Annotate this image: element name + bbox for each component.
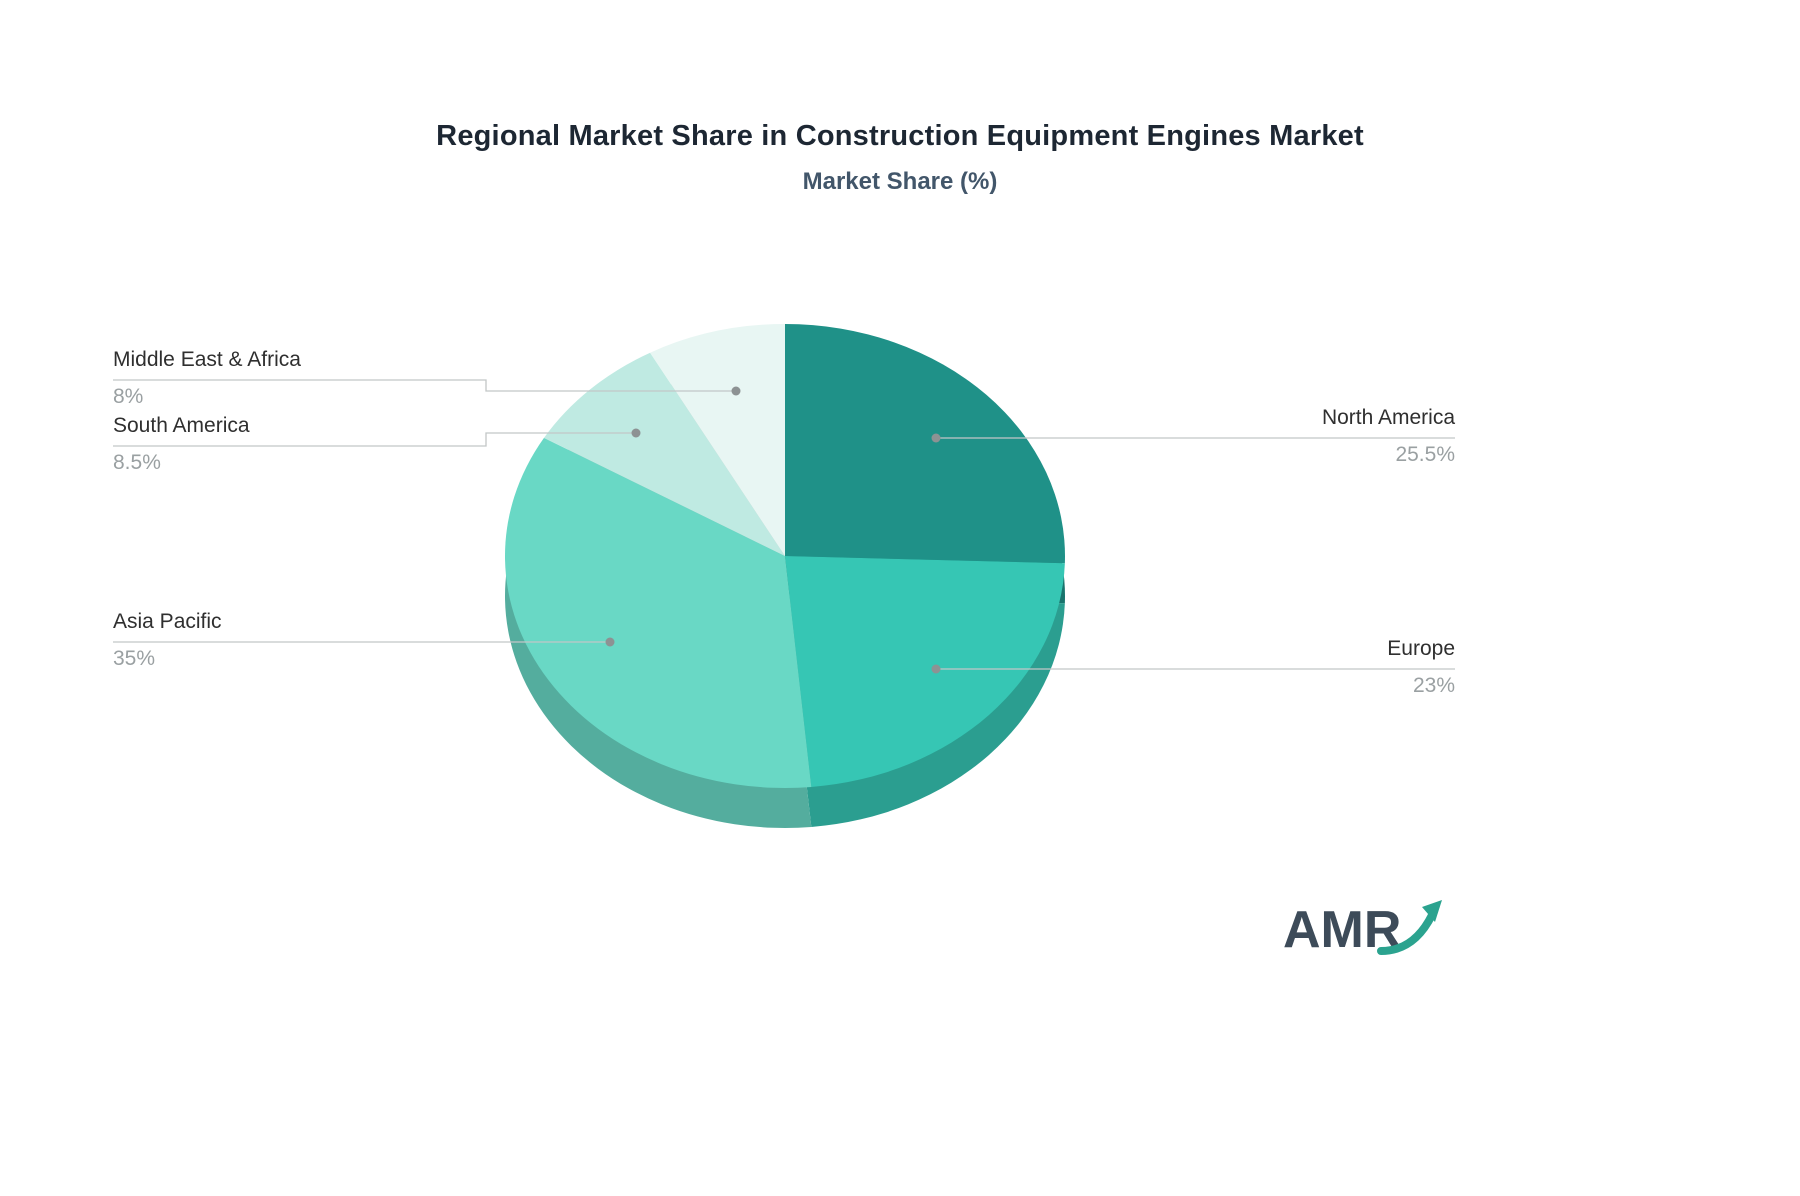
leader-dot-north-america [931, 433, 941, 443]
leader-dot-europe [931, 664, 941, 674]
leader-line-south-america [113, 432, 636, 447]
slice-label-north-america: North America [1321, 406, 1455, 429]
slice-value-north-america: 25.5% [1395, 443, 1455, 466]
slice-label-asia-pacific: Asia Pacific [113, 610, 222, 633]
slice-value-asia-pacific: 35% [113, 647, 156, 670]
slice-value-south-america: 8.5% [113, 451, 161, 474]
slice-label-south-america: South America [113, 414, 250, 437]
pie-slice-asia-pacific [504, 437, 812, 788]
leader-dot-south-america [631, 428, 641, 438]
slice-label-europe: Europe [1387, 637, 1455, 660]
leader-dot-middle-east-africa [731, 386, 741, 396]
amr-logo-graphic: AMR [1283, 900, 1442, 959]
leader-line-middle-east-africa [113, 379, 736, 392]
pie-slice-north-america [785, 324, 1065, 564]
slice-value-middle-east-africa: 8% [113, 385, 144, 408]
slice-value-europe: 23% [1412, 674, 1455, 697]
slice-label-middle-east-africa: Middle East & Africa [113, 348, 301, 371]
chart-subtitle: Market Share (%) [802, 168, 998, 195]
amr-logo-arrowhead-icon [1422, 900, 1442, 922]
pie-slice-middle-east-africa [650, 324, 785, 556]
pie-slice-europe [785, 556, 1065, 787]
leader-dot-asia-pacific [605, 637, 615, 647]
pie-slice-south-america [543, 352, 785, 556]
amr-logo-arrow-swoosh [1377, 911, 1436, 955]
amr-logo: AMR [1283, 893, 1458, 967]
chart-title: Regional Market Share in Construction Eq… [436, 120, 1364, 152]
